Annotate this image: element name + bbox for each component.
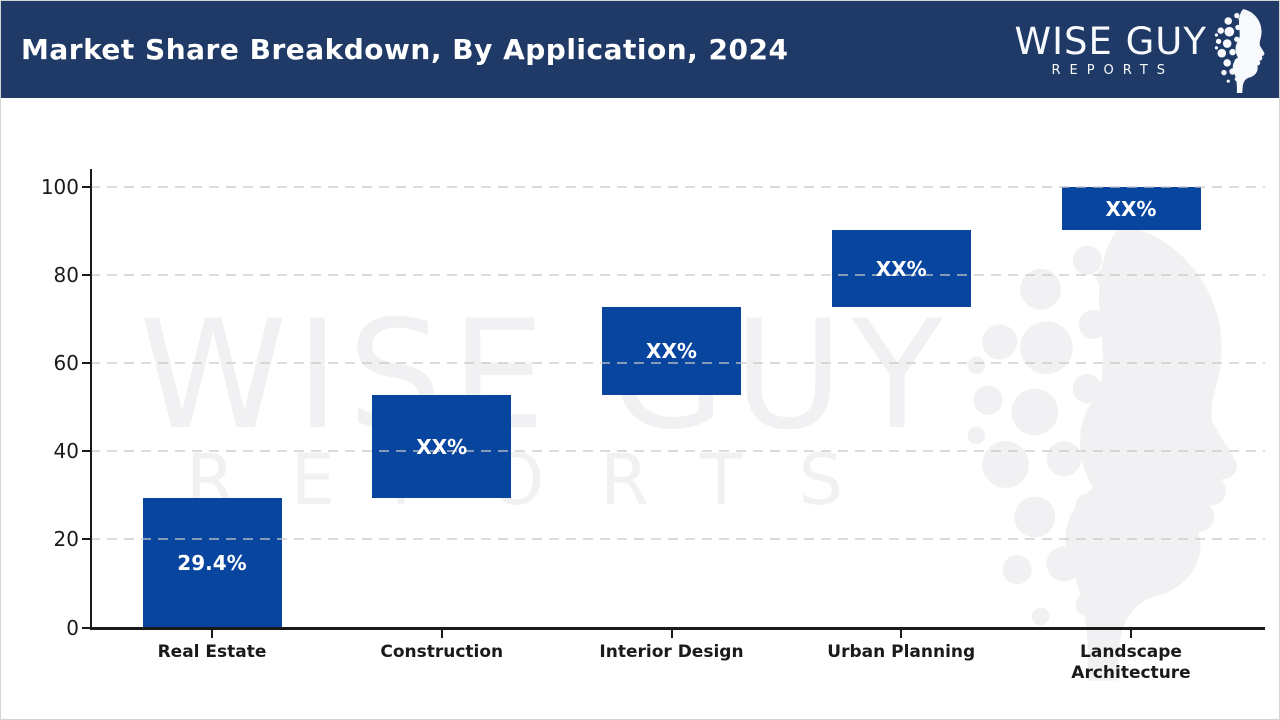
gridline-100 xyxy=(90,186,1265,188)
y-tick-label-100: 100 xyxy=(40,175,79,199)
y-tick-mark-80 xyxy=(82,274,90,277)
y-tick-mark-20 xyxy=(82,538,90,541)
watermark-face-icon xyxy=(967,225,1237,681)
bar-landscape-architecture xyxy=(1061,187,1201,231)
logo-subtitle: REPORTS xyxy=(1051,62,1175,78)
y-tick-label-0: 0 xyxy=(66,615,79,640)
y-tick-mark-60 xyxy=(82,362,90,365)
x-axis-label-interior-design: Interior Design xyxy=(599,642,744,662)
x-axis-label-real-estate: Real Estate xyxy=(157,642,267,662)
gridline-20 xyxy=(90,538,1265,541)
y-tick-mark-0 xyxy=(82,626,90,629)
y-tick-label-40: 40 xyxy=(53,439,79,464)
x-tick-mark-construction xyxy=(440,630,443,638)
x-axis-spine xyxy=(90,627,1265,630)
y-tick-mark-100 xyxy=(82,186,90,188)
chart-title: Market Share Breakdown, By Application, … xyxy=(21,33,789,66)
x-tick-mark-urban-planning xyxy=(900,630,903,638)
bar-construction xyxy=(372,395,512,498)
x-tick-mark-real-estate xyxy=(211,630,213,638)
gridline-60 xyxy=(90,362,1265,365)
header-bar: Market Share Breakdown, By Application, … xyxy=(1,1,1279,98)
y-tick-label-80: 80 xyxy=(53,263,79,288)
y-tick-label-20: 20 xyxy=(53,527,79,552)
y-axis-spine xyxy=(90,169,92,628)
gridline-40 xyxy=(90,450,1265,453)
watermark-subtitle: REPORTS xyxy=(186,439,899,521)
bar-interior-design xyxy=(602,307,741,396)
gridline-80 xyxy=(90,274,1265,277)
bar-real-estate xyxy=(142,497,282,628)
logo-wordmark: WISE GUY xyxy=(1014,19,1207,63)
bar-value-label-interior-design: XX% xyxy=(646,339,697,364)
bar-value-label-landscape-architecture: XX% xyxy=(1105,196,1157,221)
y-tick-label-60: 60 xyxy=(53,351,79,376)
wiseguy-logo: WISE GUY REPORTS xyxy=(1015,7,1269,93)
x-tick-mark-landscape-architecture xyxy=(1130,630,1132,638)
x-axis-label-landscape-architecture: Landscape Architecture xyxy=(1071,642,1191,683)
watermark-wordmark: WISE GUY xyxy=(139,289,951,463)
y-tick-mark-40 xyxy=(82,450,90,453)
logo-face-icon xyxy=(1214,8,1265,93)
bar-urban-planning xyxy=(831,230,971,308)
x-tick-mark-interior-design xyxy=(670,630,673,638)
bar-value-label-real-estate: 29.4% xyxy=(177,550,247,575)
x-axis-label-construction: Construction xyxy=(380,642,504,662)
x-axis-label-urban-planning: Urban Planning xyxy=(827,642,976,662)
bar-value-label-urban-planning: XX% xyxy=(875,256,927,281)
logo-text: WISE GUY REPORTS xyxy=(1015,23,1207,77)
bar-value-label-construction: XX% xyxy=(416,434,468,459)
